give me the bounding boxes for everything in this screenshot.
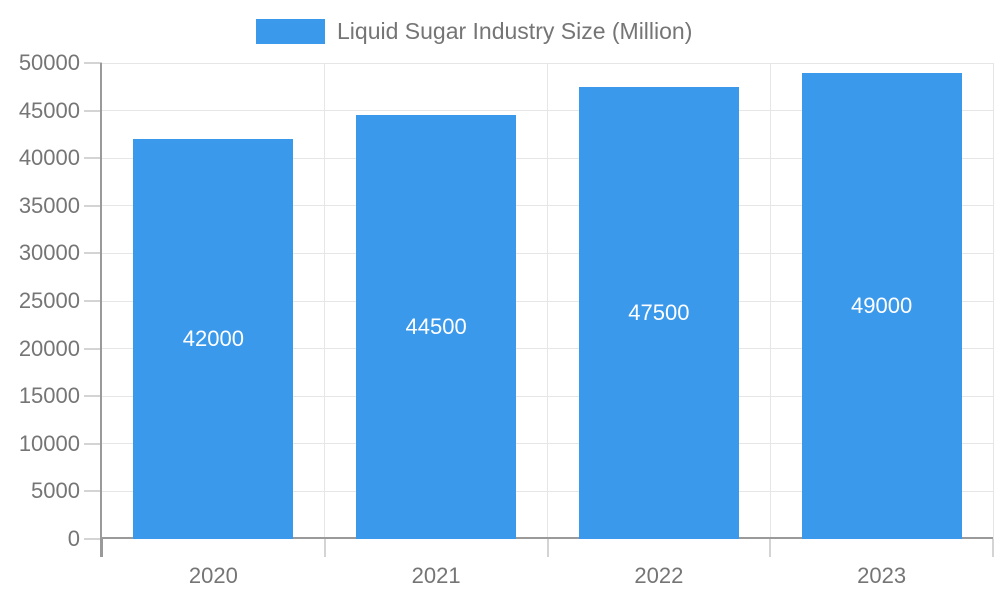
y-axis-line [100, 63, 102, 557]
x-gridline [547, 63, 548, 539]
y-axis-label: 10000 [18, 430, 80, 456]
y-axis-tick [84, 204, 102, 207]
bar-2020 [133, 139, 294, 539]
chart-legend[interactable]: Liquid Sugar Industry Size (Million) [256, 18, 693, 44]
y-axis-tick [84, 442, 102, 445]
y-axis-tick [84, 157, 102, 160]
x-axis-tick [546, 539, 549, 557]
y-axis-label: 40000 [18, 145, 80, 171]
y-axis-label: 0 [67, 526, 80, 551]
y-axis-label: 20000 [18, 335, 80, 361]
y-axis-tick [84, 300, 102, 302]
y-axis-label: 30000 [18, 240, 80, 266]
y-axis-tick [84, 490, 102, 493]
y-axis-tick [84, 395, 102, 398]
bar-2022 [578, 86, 739, 539]
x-axis-label: 2020 [188, 563, 238, 588]
legend-swatch-icon [256, 19, 325, 44]
bar-value-label: 47500 [628, 299, 690, 325]
x-axis-tick [992, 539, 994, 557]
y-axis-tick [84, 62, 102, 64]
legend-label: Liquid Sugar Industry Size (Million) [337, 18, 693, 44]
x-axis-label: 2023 [857, 563, 907, 588]
y-axis-tick [84, 109, 102, 112]
bar-2023 [801, 72, 962, 539]
x-axis-tick [101, 539, 103, 557]
x-axis-line [102, 537, 993, 539]
x-axis-label: 2021 [411, 563, 461, 588]
bar-value-label: 42000 [182, 326, 244, 352]
y-axis-label: 25000 [18, 288, 80, 313]
y-axis-tick [84, 347, 102, 350]
bar-value-label: 49000 [851, 292, 913, 318]
y-axis-tick [84, 252, 102, 255]
y-axis-label: 15000 [18, 383, 80, 409]
bar-value-label: 44500 [405, 314, 467, 340]
x-gridline [324, 63, 326, 539]
x-gridline [992, 63, 994, 539]
x-axis-label: 2022 [634, 563, 684, 588]
y-axis-label: 5000 [31, 478, 80, 504]
bar-2021 [356, 115, 517, 539]
x-axis-tick [769, 539, 772, 557]
y-axis-label: 50000 [18, 50, 80, 75]
y-axis-label: 45000 [18, 97, 80, 123]
x-axis-tick [323, 539, 326, 557]
y-axis-label: 35000 [18, 192, 80, 218]
y-axis-tick [84, 538, 102, 540]
x-gridline [769, 63, 771, 539]
